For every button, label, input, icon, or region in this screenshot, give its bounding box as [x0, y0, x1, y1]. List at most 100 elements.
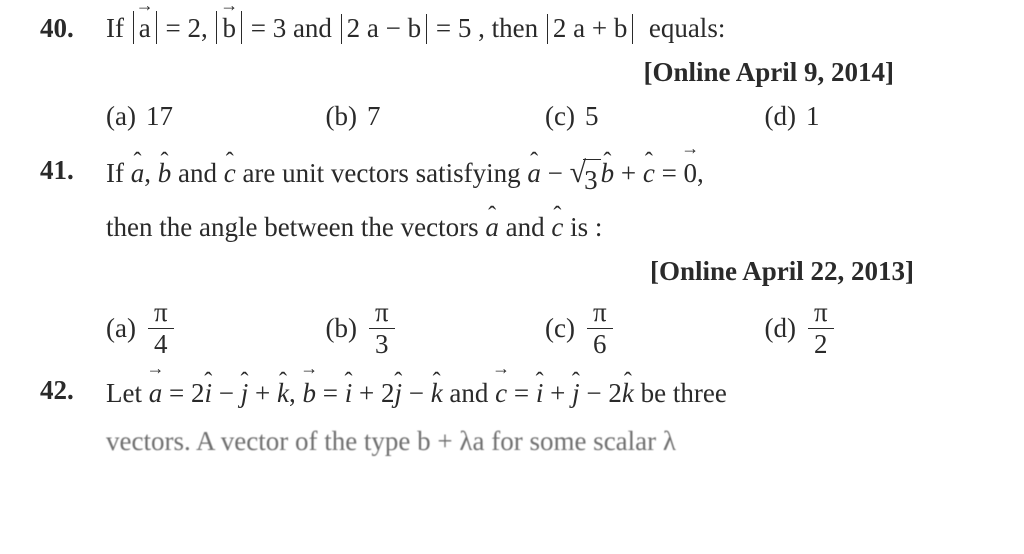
- comma: ,: [144, 158, 158, 188]
- and: and: [293, 13, 339, 43]
- expr: 2 a + b: [553, 13, 627, 43]
- numerator: π: [369, 299, 395, 328]
- plus: +: [255, 378, 277, 408]
- option-label: (c): [545, 308, 575, 350]
- option-a: (a) π 4: [106, 299, 326, 358]
- val: 3: [273, 13, 287, 43]
- question-text: Let a = 2i − j + k, b = i + 2j − k and c…: [106, 370, 984, 415]
- page: 40. If a = 2, b = 3 and 2 a − b = 5 , th…: [0, 0, 1024, 463]
- option-label: (b): [326, 96, 357, 138]
- sym: i: [204, 378, 212, 408]
- option-b: (b) π 3: [326, 299, 546, 358]
- and: and: [449, 378, 495, 408]
- vec-zero: 0: [684, 150, 698, 195]
- option-value: 17: [146, 96, 173, 138]
- hat-b: b: [601, 153, 615, 195]
- source-tag: [Online April 9, 2014]: [106, 52, 984, 94]
- question-40: 40. If a = 2, b = 3 and 2 a − b = 5 , th…: [40, 8, 984, 146]
- and: and: [178, 158, 224, 188]
- two: 2: [191, 378, 205, 408]
- hat-j: j: [241, 373, 249, 415]
- option-value: π 4: [146, 299, 176, 358]
- option-d: (d) π 2: [765, 299, 985, 358]
- hat-c: c: [551, 207, 563, 249]
- val: 2: [187, 13, 201, 43]
- eq: =: [165, 13, 187, 43]
- denominator: 3: [369, 328, 395, 358]
- hat-i: i: [204, 373, 212, 415]
- hat-i: i: [345, 373, 353, 415]
- abs-expr2: 2 a + b: [547, 14, 633, 44]
- sym: j: [394, 378, 402, 408]
- option-value: π 6: [585, 299, 615, 358]
- sym: i: [536, 378, 544, 408]
- fraction: π 3: [369, 299, 395, 358]
- eq: =: [514, 378, 536, 408]
- abs-a: a: [133, 11, 157, 44]
- abs-b: b: [216, 11, 242, 44]
- sqrt-3: √3: [570, 159, 601, 202]
- question-number: 40.: [40, 8, 106, 146]
- option-label: (d): [765, 96, 796, 138]
- then: , then: [478, 13, 545, 43]
- val: 5: [458, 13, 472, 43]
- eq: =: [169, 378, 191, 408]
- eq: =: [662, 158, 684, 188]
- option-label: (a): [106, 96, 136, 138]
- hat-c: c: [224, 153, 236, 195]
- tail: is :: [570, 212, 602, 242]
- minus: −: [219, 378, 241, 408]
- text: then the angle between the vectors: [106, 212, 485, 242]
- sym: b: [302, 378, 316, 408]
- option-value: 7: [367, 96, 381, 138]
- question-body: Let a = 2i − j + k, b = i + 2j − k and c…: [106, 370, 984, 415]
- vec-a: a: [149, 370, 163, 415]
- sym: a: [149, 378, 163, 408]
- numerator: π: [808, 299, 834, 328]
- source-tag: [Online April 22, 2013]: [106, 251, 984, 293]
- numerator: π: [587, 299, 613, 328]
- denominator: 2: [808, 328, 834, 358]
- hat-c: c: [643, 153, 655, 195]
- expr: 2 a − b: [347, 13, 421, 43]
- vec-b: b: [302, 370, 316, 415]
- option-label: (c): [545, 96, 575, 138]
- vec-c: c: [495, 370, 507, 415]
- abs-expr1: 2 a − b: [341, 14, 427, 44]
- and: and: [506, 212, 552, 242]
- option-label: (d): [765, 308, 796, 350]
- option-a: (a) 17: [106, 96, 326, 138]
- option-label: (b): [326, 308, 357, 350]
- option-d: (d) 1: [765, 96, 985, 138]
- question-41: 41. If a, b and c are unit vectors satis…: [40, 150, 984, 367]
- fraction: π 4: [148, 299, 174, 358]
- denominator: 4: [148, 328, 174, 358]
- hat-b: b: [158, 153, 172, 195]
- plus: +: [359, 378, 381, 408]
- sym: b: [158, 158, 172, 188]
- eq: =: [436, 13, 458, 43]
- sym: c: [643, 158, 655, 188]
- fraction: π 6: [587, 299, 613, 358]
- hat-j: j: [572, 373, 580, 415]
- sym: k: [277, 378, 289, 408]
- eq: =: [323, 378, 345, 408]
- sym: c: [551, 212, 563, 242]
- option-b: (b) 7: [326, 96, 546, 138]
- sym: c: [224, 158, 236, 188]
- text: If: [106, 13, 131, 43]
- question-line1: If a, b and c are unit vectors satisfyin…: [106, 150, 984, 202]
- hat-a: a: [527, 153, 541, 195]
- text: If: [106, 158, 131, 188]
- question-text: If a = 2, b = 3 and 2 a − b = 5 , then 2…: [106, 8, 984, 50]
- options-row: (a) π 4 (b) π 3: [106, 299, 984, 358]
- hat-i: i: [536, 373, 544, 415]
- hat-j: j: [394, 373, 402, 415]
- hat-a: a: [131, 153, 145, 195]
- fraction: π 2: [808, 299, 834, 358]
- sym: a: [485, 212, 499, 242]
- sym: j: [241, 378, 249, 408]
- sym: k: [431, 378, 443, 408]
- hat-a: a: [485, 207, 499, 249]
- hat-k: k: [277, 373, 289, 415]
